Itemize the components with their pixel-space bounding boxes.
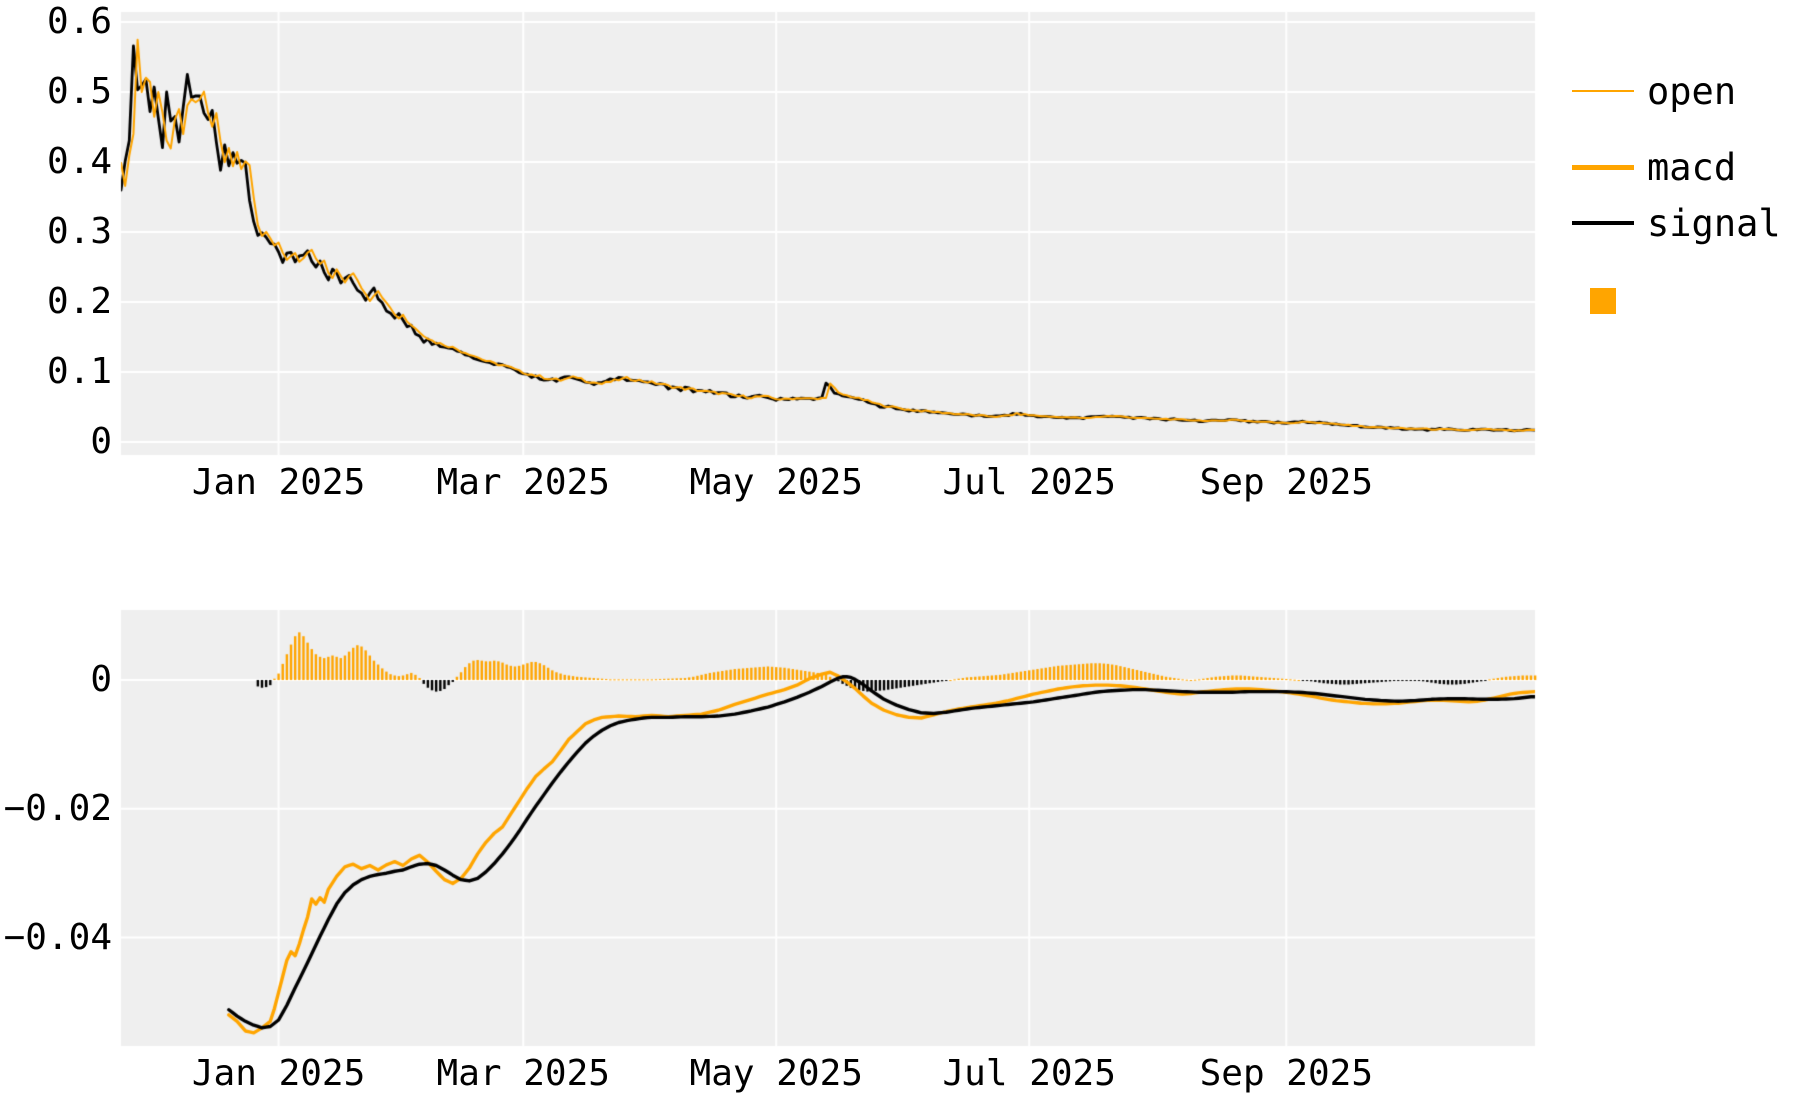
top-y-tick-label: 0.3 [46,211,112,252]
top-x-tick-label: Jul 2025 [942,462,1116,503]
legend-swatch-histogram-square-icon [1590,288,1616,314]
top-x-tick-label: Jan 2025 [191,462,366,503]
legend-label-signal: signal [1647,201,1781,245]
top-x-tick-label: Sep 2025 [1199,462,1373,503]
bottom-x-tick-label: Sep 2025 [1199,1053,1373,1094]
top-x-tick-label: May 2025 [689,462,863,503]
top-y-tick-label: 0 [90,421,112,462]
legend-swatch-macd-line-icon [1572,164,1634,170]
bottom-y-tick-label: −0.04 [3,916,112,958]
legend-entry-open: open [1572,68,1736,114]
legend-swatch-open-line-icon [1572,90,1634,92]
top-y-tick-label: 0.2 [46,281,112,322]
top-y-tick-label: 0.6 [46,1,112,42]
bottom-x-tick-label: Jul 2025 [942,1053,1116,1094]
legend-entry-signal: signal [1572,200,1781,246]
bottom-y-tick-label: −0.02 [3,787,112,829]
legend-label-macd: macd [1647,145,1737,189]
bottom-x-tick-label: Mar 2025 [436,1053,610,1094]
top-y-tick-label: 0.4 [46,141,112,182]
top-y-tick-label: 0.1 [46,351,112,392]
legend-label-open: open [1647,69,1737,113]
top-x-tick-label: Mar 2025 [436,462,610,503]
bottom-y-tick-label: 0 [90,659,112,700]
top-y-tick-label: 0.5 [46,71,112,112]
legend-swatch-signal-line-icon [1572,221,1634,225]
bottom-x-tick-label: May 2025 [689,1053,863,1094]
bottom-x-tick-label: Jan 2025 [191,1053,366,1094]
legend-entry-macd: macd [1572,144,1736,190]
legend-entry-histogram [1572,278,1629,324]
